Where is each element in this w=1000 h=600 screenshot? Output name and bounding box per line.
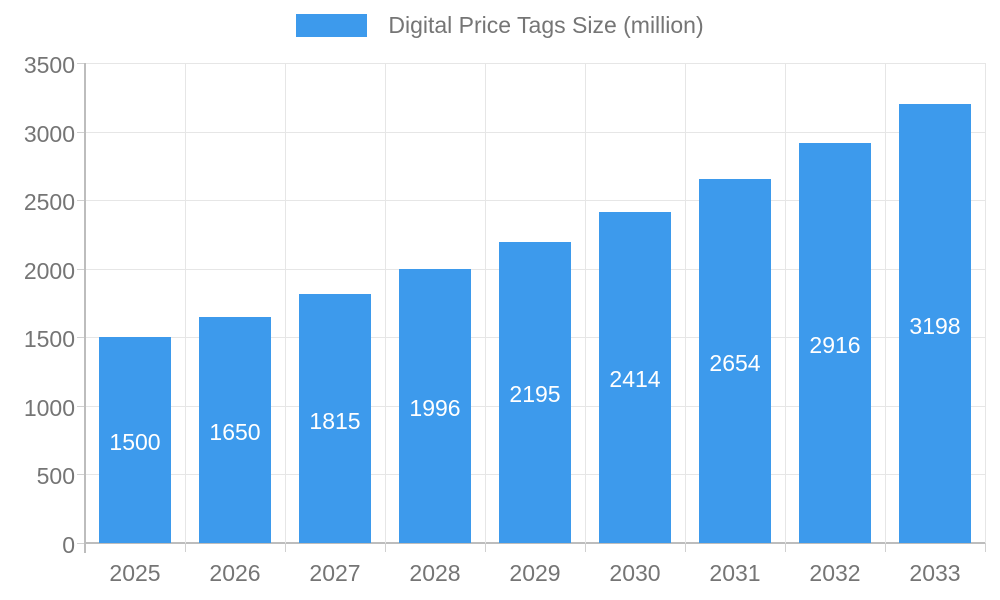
bar [899, 104, 971, 543]
bar-value-label: 2654 [709, 350, 761, 376]
x-axis-line [85, 542, 985, 544]
grid-line-vertical [685, 63, 686, 543]
grid-line-vertical [985, 63, 986, 543]
x-axis-tick [785, 543, 786, 552]
bar-value-label: 2414 [609, 366, 661, 393]
x-tick-label: 2031 [709, 560, 761, 586]
bar [599, 211, 671, 543]
bar-value-label: 1996 [409, 395, 461, 422]
x-axis-tick [285, 543, 286, 552]
x-tick-label: 2028 [409, 560, 461, 586]
legend[interactable]: Digital Price Tags Size (million) [0, 14, 1000, 37]
y-axis-tick [77, 405, 85, 407]
x-axis-tick [885, 543, 886, 552]
x-tick-label: 2026 [209, 560, 261, 586]
y-axis-tick [77, 543, 85, 544]
grid-line-horizontal [85, 200, 985, 202]
legend-swatch-icon [296, 14, 368, 37]
y-tick-label: 0 [62, 532, 75, 558]
bar-value-label: 2195 [509, 381, 561, 408]
x-axis-tick [385, 543, 386, 552]
x-tick-label: 2025 [109, 560, 161, 586]
x-axis-tick [685, 543, 686, 552]
grid-line-horizontal [85, 63, 985, 64]
y-axis-tick [77, 268, 85, 270]
y-axis-tick [77, 131, 85, 133]
bar [799, 143, 871, 543]
grid-line-vertical [485, 63, 486, 543]
y-tick-label: 3000 [23, 120, 75, 147]
grid-line-vertical [585, 63, 586, 543]
y-tick-label: 3500 [23, 52, 75, 78]
bar-value-label: 1500 [109, 429, 161, 456]
grid-line-vertical [185, 63, 186, 543]
y-axis-line [84, 63, 86, 553]
bar [199, 316, 271, 543]
y-axis-tick [77, 63, 85, 64]
x-tick-label: 2033 [909, 560, 961, 586]
x-axis-tick [485, 543, 486, 552]
bar [299, 294, 371, 543]
y-axis-tick [77, 200, 85, 202]
bar [499, 241, 571, 543]
y-tick-label: 2000 [23, 257, 75, 284]
bar-value-label: 1815 [309, 407, 361, 434]
bar [99, 337, 171, 543]
grid-line-vertical [885, 63, 886, 543]
grid-line-horizontal [85, 131, 985, 133]
legend-label: Digital Price Tags Size (million) [388, 12, 704, 38]
y-tick-label: 1000 [23, 394, 75, 421]
bar-value-label: 3198 [909, 312, 961, 339]
bar-value-label: 2916 [809, 332, 861, 359]
x-tick-label: 2027 [309, 560, 361, 586]
x-tick-label: 2032 [809, 560, 861, 586]
x-tick-label: 2029 [509, 560, 561, 586]
y-tick-label: 500 [36, 463, 75, 490]
x-axis-tick [985, 543, 986, 552]
bar-value-label: 1650 [209, 418, 261, 445]
y-tick-label: 1500 [23, 326, 75, 353]
x-tick-label: 2030 [609, 560, 661, 586]
grid-line-vertical [785, 63, 786, 543]
y-axis-tick [77, 337, 85, 339]
y-axis-tick [77, 474, 85, 476]
grid-line-vertical [285, 63, 286, 543]
y-tick-label: 2500 [23, 189, 75, 216]
x-axis-tick [185, 543, 186, 552]
x-axis-tick [585, 543, 586, 552]
bar [699, 179, 771, 543]
grid-line-vertical [385, 63, 386, 543]
bar [399, 269, 471, 543]
